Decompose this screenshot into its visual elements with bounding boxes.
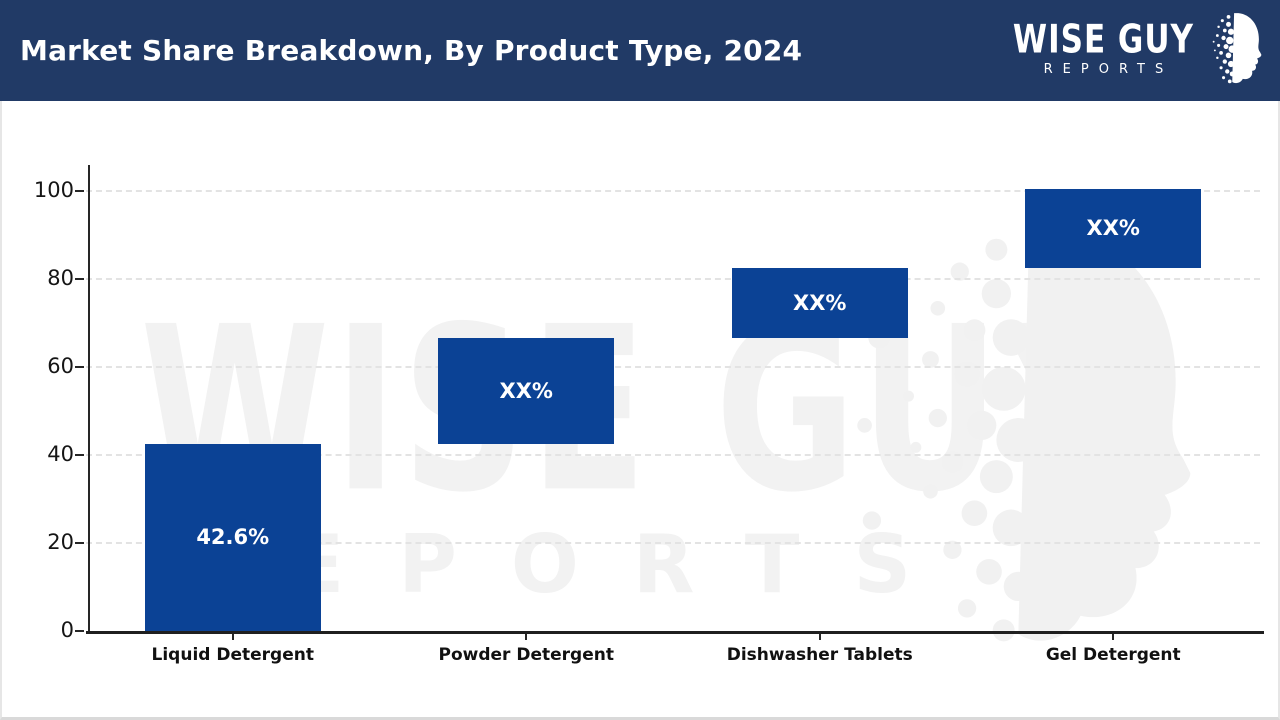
chart-area: WISE GUY REPORTS 0 20 40 60 80 100 42.6% Liquid…	[0, 101, 1280, 720]
bar-value-label-liquid-detergent: 42.6%	[196, 525, 270, 550]
y-tick-label-60: 60	[47, 354, 74, 379]
page-title: Market Share Breakdown, By Product Type,…	[20, 34, 803, 67]
logo-wordmark-line2: REPORTS	[1043, 62, 1174, 77]
bar-value-label-gel-detergent: XX%	[1086, 216, 1140, 241]
y-tick-mark-100	[75, 190, 84, 193]
watermark-face-icon	[857, 227, 1191, 642]
x-tick-mark-liquid-detergent	[231, 633, 234, 640]
x-tick-mark-dishwasher-tablets	[818, 633, 821, 640]
y-tick-mark-0	[75, 630, 84, 632]
x-tick-mark-powder-detergent	[525, 633, 528, 640]
x-axis-label-liquid-detergent: Liquid Detergent	[151, 645, 314, 665]
header: Market Share Breakdown, By Product Type,…	[0, 0, 1280, 101]
gridline-80	[86, 278, 1260, 281]
logo-wordmark: WISE GUY REPORTS	[1013, 21, 1194, 77]
x-axis-label-dishwasher-tablets: Dishwasher Tablets	[726, 645, 913, 665]
gridline-40	[86, 454, 1260, 457]
bar-liquid-detergent: 42.6%	[144, 443, 321, 631]
y-tick-label-80: 80	[47, 266, 74, 291]
y-tick-label-20: 20	[47, 530, 74, 555]
y-tick-label-100: 100	[33, 178, 74, 203]
gridline-100	[86, 190, 1260, 193]
y-tick-label-0: 0	[60, 618, 74, 642]
logo-wordmark-line1: WISE GUY	[1012, 17, 1194, 63]
plot-area: 0 20 40 60 80 100 42.6% Liquid Detergent XX% Powd…	[34, 167, 1260, 665]
bar-dishwasher-tablets: XX%	[731, 267, 908, 339]
logo-face-icon	[1212, 12, 1262, 83]
x-axis-spine	[86, 631, 1264, 634]
gridline-20	[86, 542, 1260, 545]
gridline-60	[86, 366, 1260, 369]
y-tick-mark-60	[75, 366, 84, 369]
bar-value-label-powder-detergent: XX%	[499, 378, 553, 403]
bar-powder-detergent: XX%	[438, 338, 615, 444]
y-tick-mark-40	[75, 454, 84, 457]
y-tick-label-40: 40	[47, 442, 74, 467]
x-tick-mark-gel-detergent	[1112, 633, 1115, 640]
y-tick-mark-20	[75, 542, 84, 545]
x-axis-label-powder-detergent: Powder Detergent	[438, 645, 614, 665]
y-axis-spine	[88, 165, 90, 633]
brand-logo: WISE GUY REPORTS	[1013, 10, 1262, 92]
bar-gel-detergent: XX%	[1025, 188, 1202, 268]
bar-value-label-dishwasher-tablets: XX%	[793, 290, 847, 315]
y-tick-mark-80	[75, 278, 84, 281]
x-axis-label-gel-detergent: Gel Detergent	[1045, 645, 1181, 665]
